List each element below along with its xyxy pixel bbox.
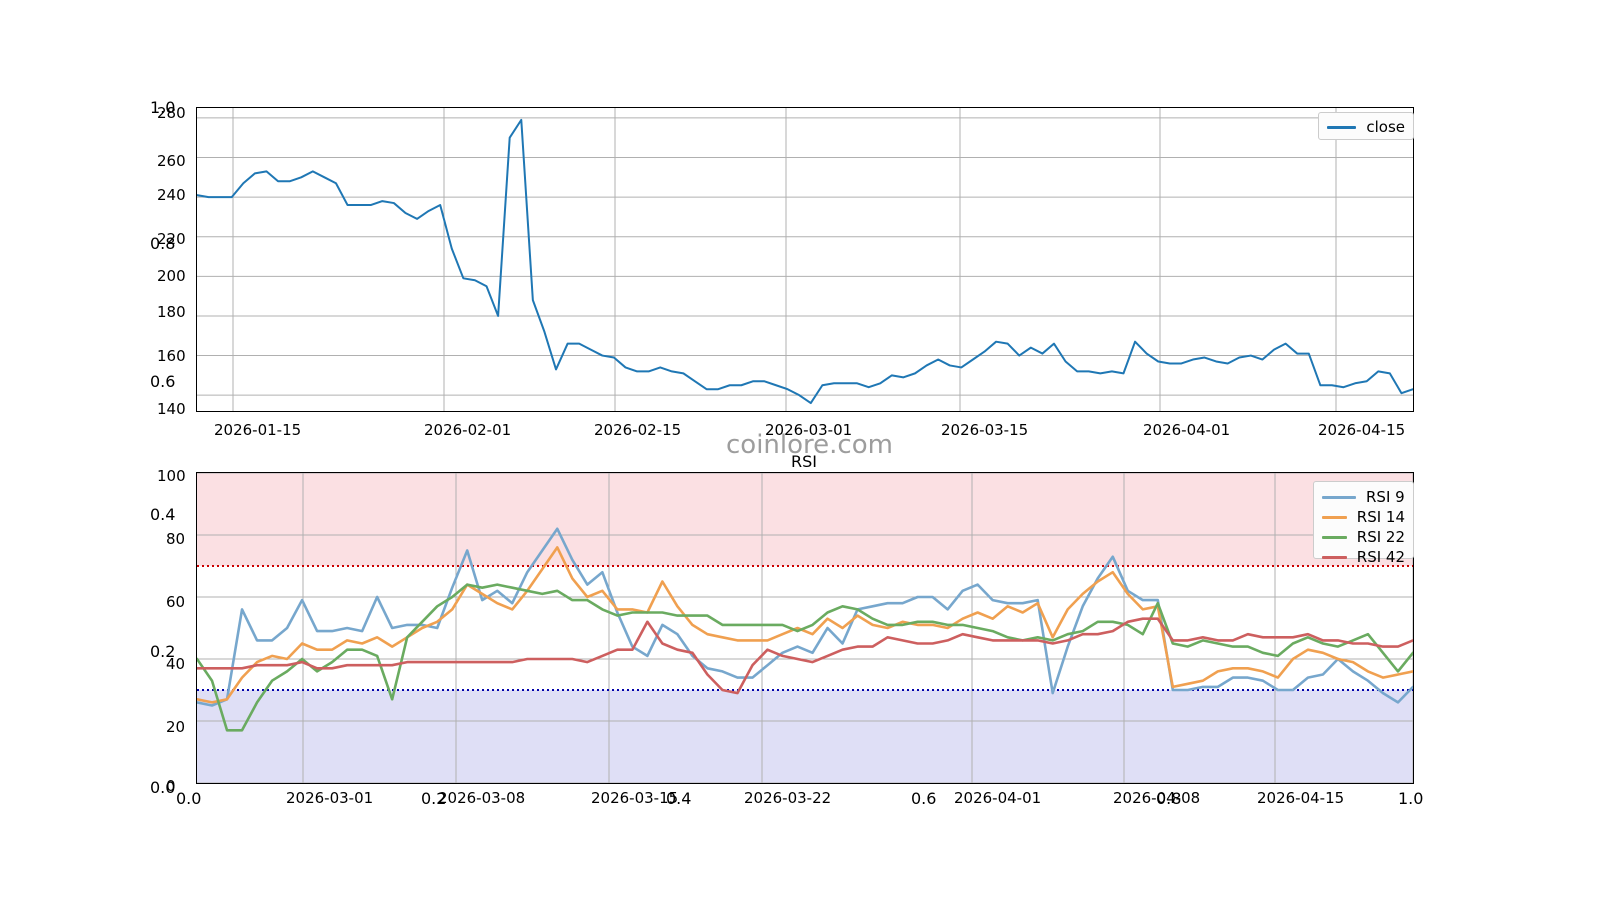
rsi-ytick-100: 100 <box>157 467 186 485</box>
rsi-xtick-3: 2026-03-22 <box>744 789 832 807</box>
rsi-xtick-5: 2026-04-08 <box>1113 789 1201 807</box>
rsi-ytick-40: 40 <box>166 655 186 673</box>
bg-ytick-04: 0.4 <box>150 505 176 524</box>
legend-label-close: close <box>1366 118 1405 136</box>
bg-xtick-04: 0.4 <box>666 789 692 808</box>
bg-xtick-08: 0.8 <box>1156 789 1182 808</box>
price-ytick-240: 240 <box>157 186 186 204</box>
legend-item-rsi42: RSI 42 <box>1322 547 1405 567</box>
coinlore-watermark: coinlore.com <box>726 430 893 460</box>
legend-item-rsi9: RSI 9 <box>1322 487 1405 507</box>
price-xtick-0: 2026-01-15 <box>214 421 302 439</box>
rsi14-line-swatch <box>1322 515 1347 519</box>
legend-item-close: close <box>1327 118 1405 136</box>
price-xtick-2: 2026-02-15 <box>594 421 682 439</box>
price-xtick-6: 2026-04-15 <box>1318 421 1406 439</box>
rsi-legend[interactable]: RSI 9 RSI 14 RSI 22 RSI 42 <box>1313 481 1414 566</box>
price-chart-panel <box>196 107 1414 412</box>
rsi-xtick-2: 2026-03-15 <box>591 789 679 807</box>
legend-item-rsi14: RSI 14 <box>1322 507 1405 527</box>
price-ytick-220: 220 <box>157 230 186 248</box>
rsi-ytick-60: 60 <box>166 593 186 611</box>
price-xtick-5: 2026-04-01 <box>1143 421 1231 439</box>
price-ytick-160: 160 <box>157 347 186 365</box>
price-ytick-280: 280 <box>157 104 186 122</box>
bg-ytick-00: 0.0 <box>150 778 176 797</box>
rsi-xtick-1: 2026-03-08 <box>438 789 526 807</box>
price-ytick-200: 200 <box>157 267 186 285</box>
price-ytick-140: 140 <box>157 400 186 418</box>
rsi-ytick-80: 80 <box>166 530 186 548</box>
rsi9-line-swatch <box>1322 495 1356 499</box>
price-xtick-1: 2026-02-01 <box>424 421 512 439</box>
price-plot-area <box>197 108 1413 411</box>
legend-label-rsi9: RSI 9 <box>1366 488 1405 506</box>
rsi-ytick-20: 20 <box>166 718 186 736</box>
price-xtick-4: 2026-03-15 <box>941 421 1029 439</box>
rsi42-line-swatch <box>1322 555 1347 559</box>
bg-ytick-1: 1.0 <box>150 98 176 117</box>
rsi22-line-swatch <box>1322 535 1347 539</box>
legend-label-rsi14: RSI 14 <box>1356 508 1405 526</box>
bg-xtick-06: 0.6 <box>911 789 937 808</box>
rsi-plot-area <box>197 473 1413 783</box>
rsi-chart-panel <box>196 472 1414 784</box>
price-xtick-3: 2026-03-01 <box>765 421 853 439</box>
price-ytick-180: 180 <box>157 303 186 321</box>
bg-xtick-10: 1.0 <box>1398 789 1424 808</box>
bg-xtick-02: 0.2 <box>421 789 447 808</box>
bg-ytick-08: 0.8 <box>150 234 176 253</box>
rsi-xtick-6: 2026-04-15 <box>1257 789 1345 807</box>
bg-ytick-02: 0.2 <box>150 642 176 661</box>
price-legend[interactable]: close <box>1318 112 1414 140</box>
close-line-swatch <box>1327 125 1357 129</box>
legend-label-rsi42: RSI 42 <box>1356 548 1405 566</box>
rsi-xtick-4: 2026-04-01 <box>954 789 1042 807</box>
bg-xtick-00: 0.0 <box>176 789 202 808</box>
rsi-xtick-0: 2026-03-01 <box>286 789 374 807</box>
rsi-ytick-0: 0 <box>166 777 176 795</box>
legend-label-rsi22: RSI 22 <box>1356 528 1405 546</box>
rsi-panel-title: RSI <box>791 452 817 471</box>
bg-ytick-06: 0.6 <box>150 372 176 391</box>
legend-item-rsi22: RSI 22 <box>1322 527 1405 547</box>
price-ytick-260: 260 <box>157 152 186 170</box>
